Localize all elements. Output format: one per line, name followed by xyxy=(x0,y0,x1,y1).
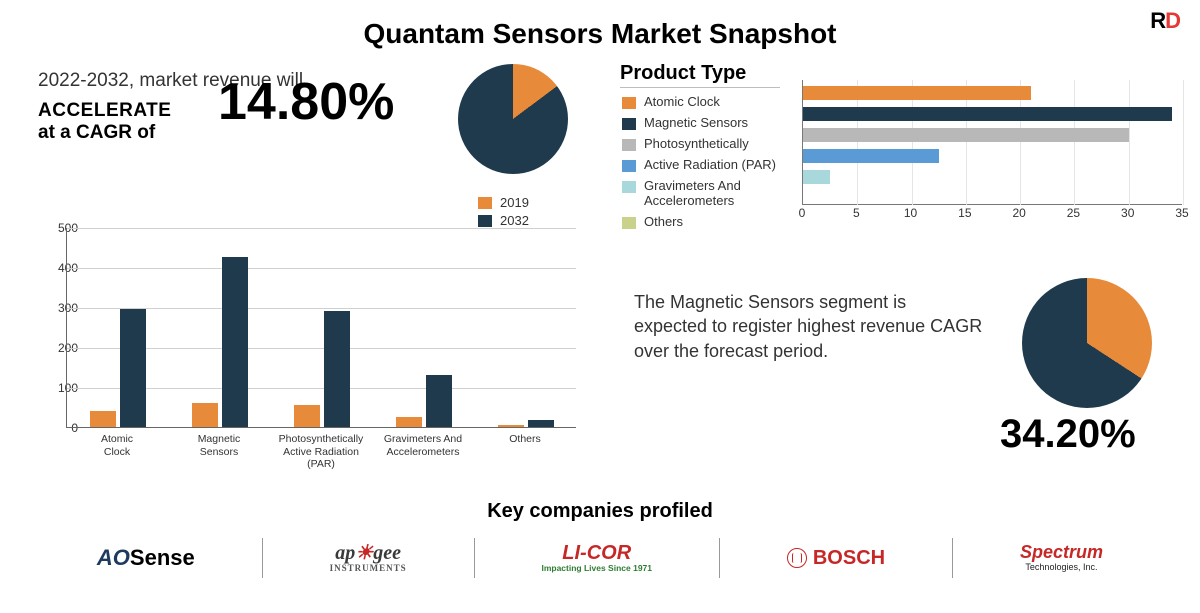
axis-category-label: Others xyxy=(477,433,573,446)
divider xyxy=(952,538,953,578)
legend-swatch xyxy=(478,197,492,209)
axis-category-label: Atomic Clock xyxy=(69,433,165,458)
chart-bar xyxy=(90,411,116,427)
axis-tick-label: 35 xyxy=(1175,206,1188,220)
legend-swatch xyxy=(622,97,636,109)
legend-row: Magnetic Sensors xyxy=(622,116,776,131)
chart-bar xyxy=(294,405,320,427)
chart-bar xyxy=(324,311,350,427)
chart-bar xyxy=(120,309,146,427)
product-type-header: Product Type xyxy=(620,62,780,88)
axis-tick-label: 10 xyxy=(904,206,917,220)
legend-row: Active Radiation (PAR) xyxy=(622,158,776,173)
pie-chart-segment-share xyxy=(1022,278,1152,408)
legend-row: Atomic Clock xyxy=(622,95,776,110)
divider xyxy=(262,538,263,578)
company-logo-spectrum: SpectrumTechnologies, Inc. xyxy=(1020,543,1103,573)
bosch-ring-icon xyxy=(787,548,807,568)
logo-letter-d: D xyxy=(1165,8,1180,33)
divider xyxy=(474,538,475,578)
legend-swatch xyxy=(622,160,636,172)
legend-row-2019: 2019 xyxy=(478,195,529,210)
legend-label: Gravimeters And Accelerometers xyxy=(644,179,741,209)
legend-row: Gravimeters And Accelerometers xyxy=(622,179,776,209)
legend-label: Others xyxy=(644,215,683,230)
cagr-accelerate-label: ACCELERATE xyxy=(38,100,171,122)
vbar-plot-area xyxy=(66,228,576,428)
chart-bar xyxy=(498,425,524,427)
pie-chart-cagr xyxy=(458,64,568,174)
pie1-legend: 2019 2032 xyxy=(478,195,529,231)
axis-tick-label: 20 xyxy=(1012,206,1025,220)
hbar-plot-area xyxy=(802,80,1182,205)
legend-label: 2032 xyxy=(500,213,529,228)
axis-tick-label: 30 xyxy=(1121,206,1134,220)
legend-swatch xyxy=(478,215,492,227)
company-logo-aosense: AOSense xyxy=(97,546,195,570)
axis-category-label: Gravimeters And Accelerometers xyxy=(375,433,471,458)
legend-label: Atomic Clock xyxy=(644,95,720,110)
legend-swatch xyxy=(622,118,636,130)
divider xyxy=(719,538,720,578)
company-logo-licor: LI-CORImpacting Lives Since 1971 xyxy=(541,542,652,573)
axis-category-label: Magnetic Sensors xyxy=(171,433,267,458)
axis-tick-label: 0 xyxy=(799,206,806,220)
key-companies-title: Key companies profiled xyxy=(487,500,713,523)
chart-bar xyxy=(426,375,452,427)
chart-bar xyxy=(803,170,830,184)
hbar-chart: 05101520253035 xyxy=(802,80,1182,240)
legend-label: 2019 xyxy=(500,195,529,210)
chart-bar xyxy=(803,128,1129,142)
segment-highlight-text: The Magnetic Sensors segment is expected… xyxy=(634,290,984,363)
legend-swatch xyxy=(622,181,636,193)
legend-label: Photosynthetically xyxy=(644,137,749,152)
chart-bar xyxy=(528,420,554,427)
legend-label: Active Radiation (PAR) xyxy=(644,158,776,173)
segment-share-value: 34.20% xyxy=(1000,412,1136,457)
legend-label: Magnetic Sensors xyxy=(644,116,748,131)
legend-row: Photosynthetically xyxy=(622,137,776,152)
brand-logo: RD xyxy=(1150,8,1180,34)
chart-bar xyxy=(396,417,422,427)
product-type-legend: Atomic Clock Magnetic Sensors Photosynthet… xyxy=(622,95,776,236)
company-logo-apogee: ap☀geeINSTRUMENTS xyxy=(330,542,407,574)
vbar-chart: 0100200300400500 Atomic ClockMagnetic Se… xyxy=(32,228,592,478)
axis-category-label: Photosynthetically Active Radiation (PAR… xyxy=(273,433,369,471)
company-logo-bosch: BOSCH xyxy=(787,547,885,569)
cagr-suffix-label: at a CAGR of xyxy=(38,122,171,144)
axis-tick-label: 15 xyxy=(958,206,971,220)
axis-tick-label: 5 xyxy=(853,206,860,220)
chart-bar xyxy=(803,86,1031,100)
axis-tick-label: 25 xyxy=(1067,206,1080,220)
cagr-value: 14.80% xyxy=(218,72,394,132)
chart-bar xyxy=(803,107,1172,121)
chart-bar xyxy=(222,257,248,427)
legend-row: Others xyxy=(622,215,776,230)
key-companies-row: AOSense ap☀geeINSTRUMENTS LI-CORImpactin… xyxy=(0,538,1200,578)
legend-swatch xyxy=(622,139,636,151)
legend-swatch xyxy=(622,217,636,229)
page-title: Quantam Sensors Market Snapshot xyxy=(363,18,836,50)
chart-bar xyxy=(192,403,218,427)
logo-letter-r: R xyxy=(1150,8,1165,33)
legend-row-2032: 2032 xyxy=(478,213,529,228)
chart-bar xyxy=(803,149,939,163)
